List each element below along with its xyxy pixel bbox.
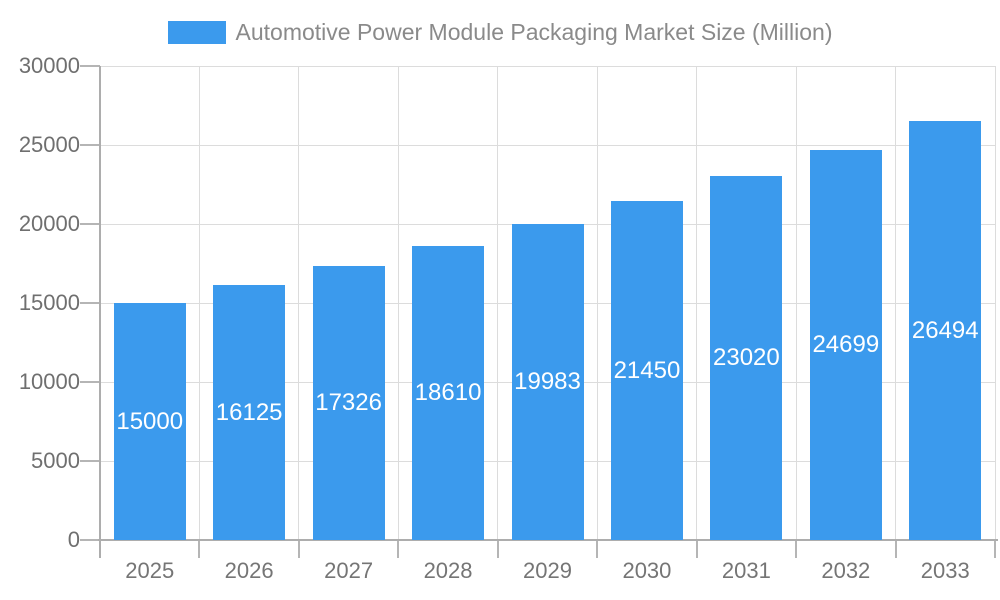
legend-label: Automotive Power Module Packaging Market… (235, 18, 833, 45)
bar-2028[interactable] (412, 245, 485, 540)
bar-2029[interactable] (511, 224, 584, 540)
legend-swatch-icon (167, 20, 226, 44)
v-gridline (895, 66, 897, 540)
y-axis-tick (80, 65, 100, 67)
y-axis-label: 10000 (18, 369, 80, 394)
x-axis-tick (795, 540, 798, 558)
x-axis-tick (198, 540, 201, 558)
x-axis-tick (297, 540, 300, 558)
x-axis-label-2026: 2026 (224, 558, 274, 583)
x-axis-tick (496, 540, 499, 558)
bar-2025[interactable] (113, 303, 186, 540)
y-axis-tick (80, 302, 100, 304)
v-gridline (994, 66, 996, 540)
y-axis-tick (80, 460, 100, 462)
x-axis-label-2030: 2030 (622, 558, 672, 583)
h-gridline (100, 65, 995, 67)
x-axis-label-2031: 2031 (721, 558, 771, 583)
bar-2033[interactable] (909, 121, 982, 540)
y-axis-label: 5000 (31, 448, 80, 473)
x-axis-label-2032: 2032 (821, 558, 871, 583)
v-gridline (497, 66, 499, 540)
x-axis-tick (894, 540, 897, 558)
x-axis-tick (994, 540, 996, 558)
v-gridline (596, 66, 598, 540)
y-axis-tick (80, 144, 100, 146)
x-axis-tick (596, 540, 599, 558)
x-axis-label-2028: 2028 (423, 558, 473, 583)
y-axis-tick (80, 223, 100, 225)
v-gridline (397, 66, 399, 540)
legend[interactable]: Automotive Power Module Packaging Market… (0, 18, 1000, 46)
v-gridline (795, 66, 797, 540)
x-axis-label-2029: 2029 (523, 558, 572, 583)
y-axis-label: 30000 (18, 53, 80, 78)
x-axis-label-2025: 2025 (125, 558, 175, 583)
bar-2032[interactable] (809, 149, 882, 540)
x-axis-tick (695, 540, 698, 558)
bar-2030[interactable] (610, 201, 683, 540)
y-axis-label: 20000 (18, 211, 80, 236)
v-gridline (696, 66, 698, 540)
h-gridline (100, 223, 995, 225)
y-axis-line (99, 66, 101, 558)
y-axis-label: 0 (67, 527, 80, 552)
y-axis-tick (80, 539, 100, 541)
bar-2031[interactable] (710, 176, 783, 540)
v-gridline (298, 66, 300, 540)
x-axis-label-2033: 2033 (920, 558, 970, 583)
v-gridline (198, 66, 200, 540)
x-axis-tick (397, 540, 400, 558)
x-axis-line (98, 539, 998, 541)
y-axis-tick (80, 381, 100, 383)
bar-2027[interactable] (312, 266, 385, 540)
y-axis-label: 15000 (18, 290, 80, 315)
bar-2026[interactable] (213, 285, 286, 540)
y-axis-label: 25000 (18, 132, 80, 157)
h-gridline (100, 144, 995, 146)
x-axis-label-2027: 2027 (324, 558, 374, 583)
